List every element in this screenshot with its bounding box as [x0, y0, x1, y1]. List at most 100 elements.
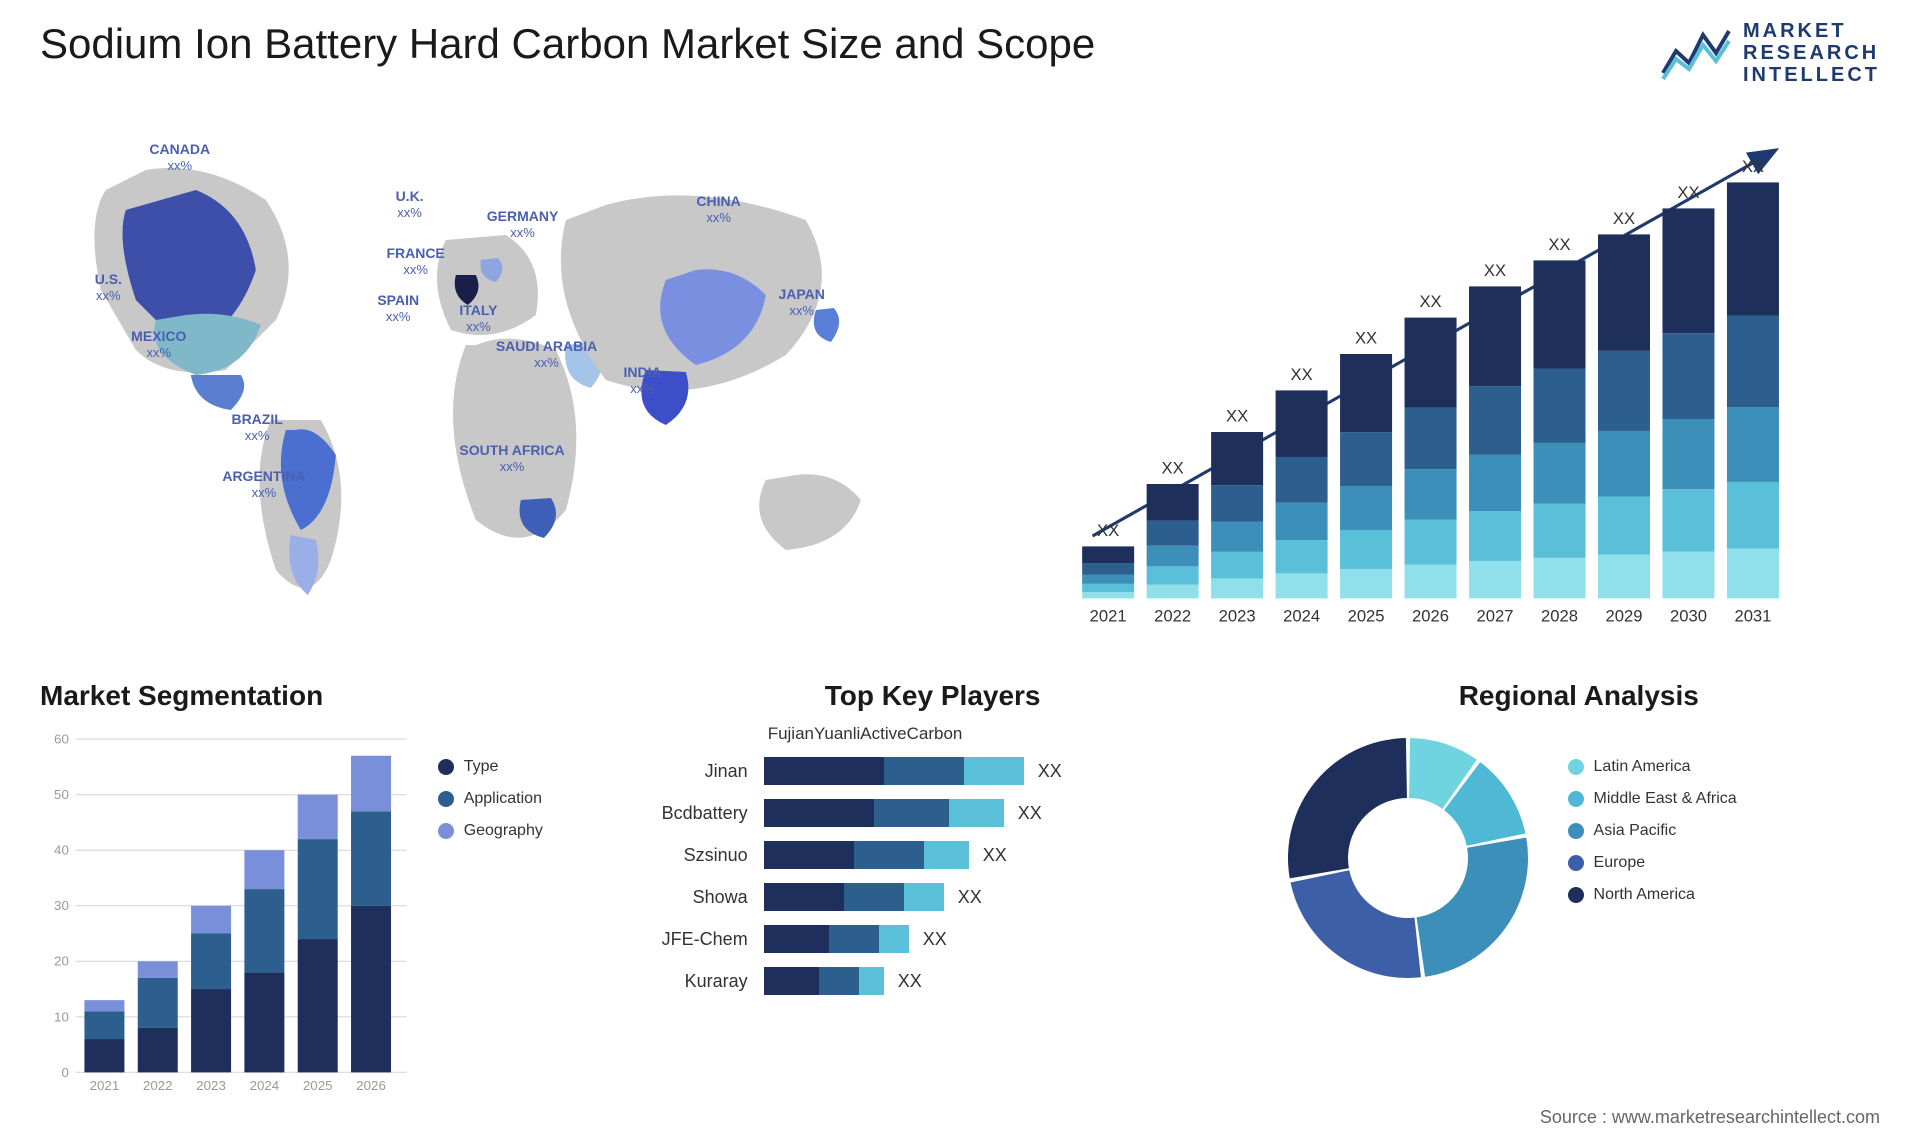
regional-donut	[1278, 728, 1538, 988]
svg-text:20: 20	[54, 954, 69, 969]
svg-text:XX: XX	[1290, 365, 1312, 384]
svg-text:2023: 2023	[196, 1078, 226, 1093]
players-section: Top Key Players FujianYuanliActiveCarbon…	[618, 680, 1248, 1080]
growth-bar-chart: XX2021XX2022XX2023XX2024XX2025XX2026XX20…	[1012, 120, 1880, 640]
segmentation-legend: Type Application Geography	[438, 728, 588, 1111]
svg-text:0: 0	[61, 1065, 68, 1080]
svg-text:XX: XX	[1484, 261, 1506, 280]
page-title: Sodium Ion Battery Hard Carbon Market Si…	[40, 20, 1095, 68]
player-name: Jinan	[618, 761, 748, 782]
segmentation-title: Market Segmentation	[40, 680, 588, 712]
svg-text:2025: 2025	[1347, 606, 1384, 625]
svg-text:50: 50	[54, 787, 69, 802]
svg-text:2021: 2021	[90, 1078, 120, 1093]
svg-text:2024: 2024	[250, 1078, 280, 1093]
country-label: BRAZILxx%	[231, 411, 282, 444]
country-label: SAUDI ARABIAxx%	[496, 338, 597, 371]
svg-text:XX: XX	[1226, 407, 1248, 426]
svg-text:2028: 2028	[1541, 606, 1578, 625]
svg-text:2026: 2026	[1412, 606, 1449, 625]
players-title: Top Key Players	[618, 680, 1248, 712]
legend-item: North America	[1568, 886, 1768, 904]
players-extra-label: FujianYuanliActiveCarbon	[768, 724, 963, 744]
regional-title: Regional Analysis	[1278, 680, 1880, 712]
player-name: Bcdbattery	[618, 803, 748, 824]
svg-text:XX: XX	[1355, 329, 1377, 348]
country-label: INDIAxx%	[623, 364, 661, 397]
player-name: Showa	[618, 887, 748, 908]
svg-text:30: 30	[54, 898, 69, 913]
player-value: XX	[983, 845, 1007, 866]
logo-icon	[1661, 23, 1731, 83]
svg-text:60: 60	[54, 732, 69, 747]
svg-text:2029: 2029	[1605, 606, 1642, 625]
country-label: CHINAxx%	[696, 193, 740, 226]
player-row: Bcdbattery XX	[618, 792, 1248, 834]
player-row: Kuraray XX	[618, 960, 1248, 1002]
country-label: CANADAxx%	[149, 141, 210, 174]
svg-text:2022: 2022	[143, 1078, 173, 1093]
country-label: FRANCExx%	[386, 245, 444, 278]
legend-item: Latin America	[1568, 758, 1768, 776]
country-label: GERMANYxx%	[487, 208, 559, 241]
player-row: JFE-ChemXX	[618, 918, 1248, 960]
legend-item: Asia Pacific	[1568, 822, 1768, 840]
svg-text:2027: 2027	[1476, 606, 1513, 625]
brand-logo: MARKET RESEARCH INTELLECT	[1661, 20, 1880, 86]
player-name: JFE-Chem	[618, 929, 748, 950]
country-label: SOUTH AFRICAxx%	[459, 442, 564, 475]
country-label: ITALYxx%	[459, 302, 497, 335]
player-value: XX	[1038, 761, 1062, 782]
player-bar	[764, 841, 969, 869]
player-name: Kuraray	[618, 971, 748, 992]
source-note: Source : www.marketresearchintellect.com	[1540, 1107, 1880, 1128]
world-map: CANADAxx% U.S.xx% MEXICOxx% BRAZILxx% ARGENT…	[40, 120, 952, 640]
country-label: U.K.xx%	[396, 188, 424, 221]
player-row: Szsinuo XX	[618, 834, 1248, 876]
logo-text-2: RESEARCH	[1743, 42, 1880, 64]
logo-text-1: MARKET	[1743, 20, 1880, 42]
player-bar	[764, 925, 909, 953]
regional-section: Regional Analysis Latin America Middle Ea…	[1278, 680, 1880, 1080]
player-row: Showa XX	[618, 876, 1248, 918]
segmentation-section: Market Segmentation 01020304050602021202…	[40, 680, 588, 1080]
svg-text:XX: XX	[1161, 459, 1183, 478]
svg-text:40: 40	[54, 843, 69, 858]
country-label: MEXICOxx%	[131, 328, 186, 361]
country-label: SPAINxx%	[377, 292, 419, 325]
player-name: Szsinuo	[618, 845, 748, 866]
svg-text:10: 10	[54, 1009, 69, 1024]
svg-text:XX: XX	[1613, 209, 1635, 228]
players-chart: FujianYuanliActiveCarbonJinanXXBcdbatter…	[618, 728, 1248, 1080]
svg-text:2025: 2025	[303, 1078, 333, 1093]
regional-legend: Latin America Middle East & Africa Asia Pa…	[1568, 728, 1768, 904]
legend-item: Europe	[1568, 854, 1768, 872]
legend-item: Type	[438, 758, 588, 776]
player-bar	[764, 883, 944, 911]
svg-text:2022: 2022	[1154, 606, 1191, 625]
legend-item: Application	[438, 790, 588, 808]
player-value: XX	[1018, 803, 1042, 824]
svg-text:XX: XX	[1097, 521, 1119, 540]
legend-item: Middle East & Africa	[1568, 790, 1768, 808]
svg-text:2024: 2024	[1283, 606, 1320, 625]
player-row: Jinan XX	[618, 750, 1248, 792]
player-value: XX	[958, 887, 982, 908]
player-bar	[764, 757, 1024, 785]
svg-text:2023: 2023	[1218, 606, 1255, 625]
svg-text:2031: 2031	[1734, 606, 1771, 625]
player-bar	[764, 967, 884, 995]
country-label: JAPANxx%	[778, 286, 824, 319]
logo-text-3: INTELLECT	[1743, 64, 1880, 86]
svg-text:2030: 2030	[1670, 606, 1707, 625]
segmentation-chart: 0 10 20 30 40 50 60 2021 2022 2023 2024 2025 2026	[40, 728, 418, 1111]
country-label: ARGENTINAxx%	[222, 468, 305, 501]
svg-text:XX: XX	[1548, 235, 1570, 254]
svg-text:XX: XX	[1742, 157, 1764, 176]
player-value: XX	[898, 971, 922, 992]
country-label: U.S.xx%	[95, 271, 122, 304]
svg-text:2026: 2026	[356, 1078, 386, 1093]
player-bar	[764, 799, 1004, 827]
svg-text:XX: XX	[1677, 183, 1699, 202]
legend-item: Geography	[438, 822, 588, 840]
